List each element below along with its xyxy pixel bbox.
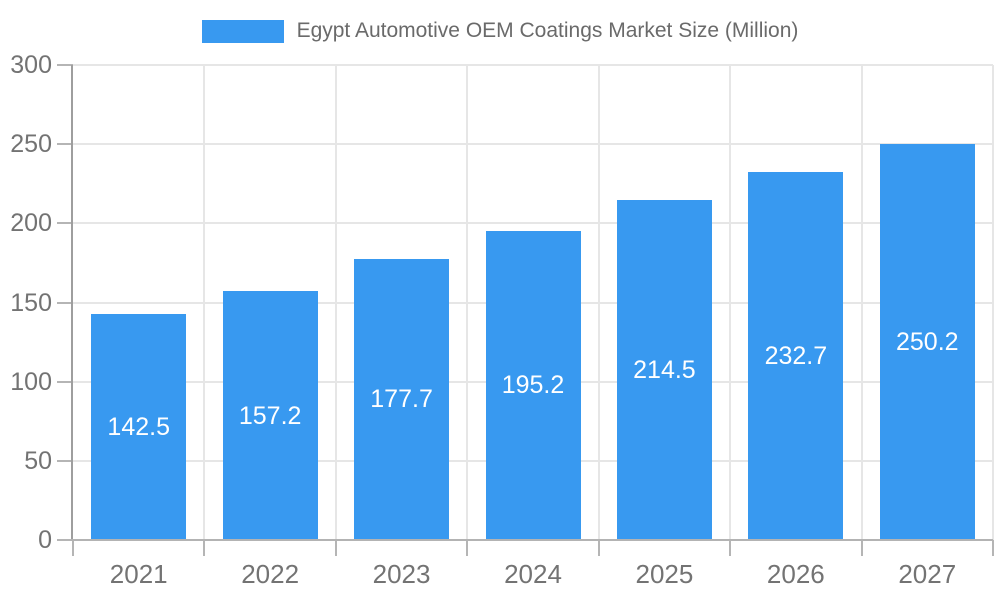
bar-value-label: 232.7 bbox=[764, 341, 828, 370]
x-axis-label: 2026 bbox=[766, 559, 825, 589]
bar bbox=[748, 171, 844, 540]
x-axis-label: 2027 bbox=[898, 559, 957, 589]
y-gridline bbox=[73, 143, 993, 146]
x-gridline bbox=[466, 65, 469, 540]
x-axis-label: 2023 bbox=[372, 559, 431, 589]
bar bbox=[485, 230, 581, 540]
y-axis-label: 200 bbox=[10, 209, 52, 238]
y-tick bbox=[57, 459, 73, 462]
y-tick bbox=[57, 380, 73, 383]
x-tick bbox=[72, 540, 74, 556]
y-axis-label: 100 bbox=[10, 367, 52, 396]
bar bbox=[222, 291, 318, 540]
y-tick bbox=[57, 222, 73, 225]
x-gridline bbox=[729, 65, 732, 540]
x-tick bbox=[860, 540, 863, 556]
y-axis-line bbox=[71, 65, 73, 540]
y-tick bbox=[57, 301, 73, 304]
x-axis-label: 2025 bbox=[635, 559, 694, 589]
bar bbox=[879, 143, 975, 540]
y-axis-label: 250 bbox=[10, 130, 52, 159]
x-gridline bbox=[203, 65, 206, 540]
legend-swatch bbox=[201, 19, 284, 43]
y-gridline bbox=[73, 222, 993, 225]
x-axis-label: 2022 bbox=[241, 559, 300, 589]
bar-value-label: 214.5 bbox=[633, 356, 696, 385]
y-gridline bbox=[73, 64, 993, 66]
x-axis-line bbox=[71, 539, 993, 541]
x-gridline bbox=[860, 65, 863, 540]
y-axis-label: 0 bbox=[38, 526, 52, 554]
y-axis-label: 300 bbox=[10, 51, 52, 79]
bar bbox=[616, 200, 712, 540]
bar-value-label: 142.5 bbox=[107, 413, 170, 442]
x-gridline bbox=[334, 65, 337, 540]
bar-value-label: 157.2 bbox=[238, 401, 302, 430]
bar bbox=[91, 314, 187, 540]
legend-label: Egypt Automotive OEM Coatings Market Siz… bbox=[296, 19, 799, 42]
x-tick bbox=[992, 540, 994, 556]
x-axis-label: 2024 bbox=[504, 559, 562, 589]
x-gridline bbox=[597, 65, 600, 540]
bar bbox=[354, 258, 450, 540]
legend: Egypt Automotive OEM Coatings Market Siz… bbox=[0, 17, 1000, 45]
x-gridline bbox=[992, 65, 994, 540]
x-tick bbox=[729, 540, 732, 556]
x-tick bbox=[466, 540, 469, 556]
bar-value-label: 250.2 bbox=[896, 327, 959, 356]
y-tick bbox=[57, 539, 73, 541]
bar-value-label: 195.2 bbox=[501, 371, 565, 400]
bar-value-label: 177.7 bbox=[370, 385, 433, 414]
x-axis-label: 2021 bbox=[109, 559, 168, 589]
y-axis-label: 50 bbox=[24, 446, 52, 475]
y-axis-label: 150 bbox=[10, 288, 52, 317]
y-tick bbox=[57, 64, 73, 66]
x-tick bbox=[334, 540, 337, 556]
x-tick bbox=[203, 540, 206, 556]
x-tick bbox=[597, 540, 600, 556]
y-tick bbox=[57, 143, 73, 146]
